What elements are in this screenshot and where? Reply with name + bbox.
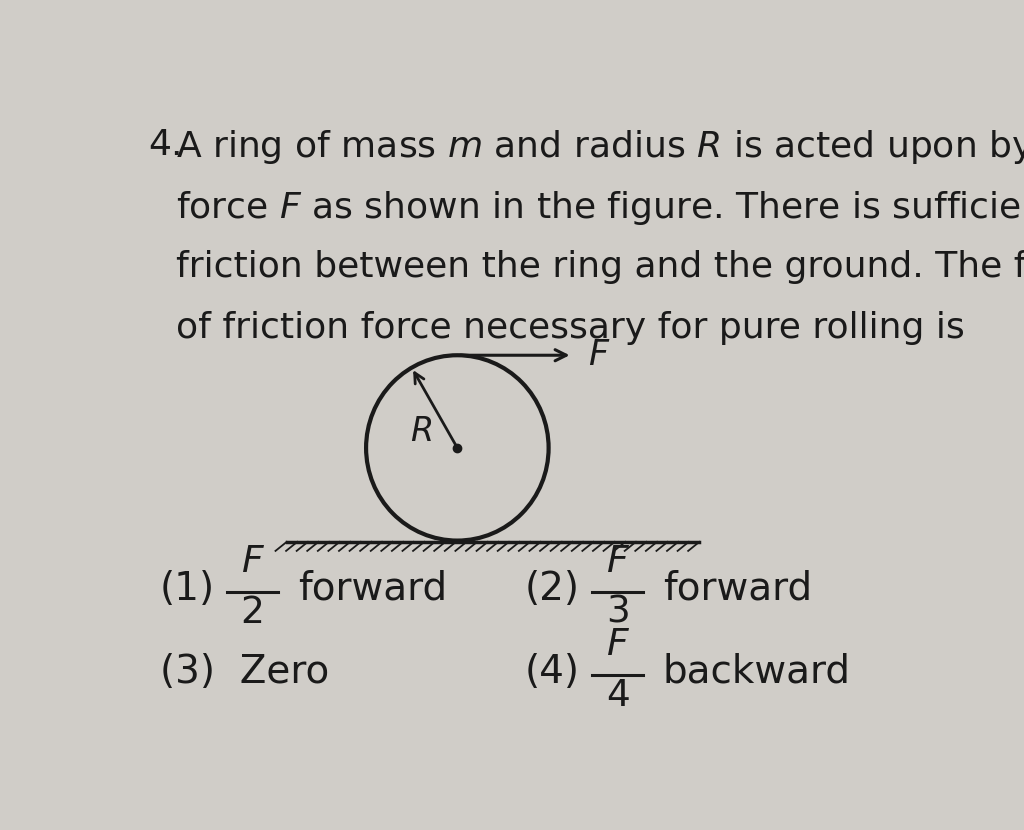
Text: (2): (2) (524, 569, 580, 608)
Text: (3)  Zero: (3) Zero (160, 652, 329, 691)
Text: (1): (1) (160, 569, 215, 608)
Text: F: F (588, 339, 608, 372)
Text: forward: forward (663, 569, 812, 608)
Text: F: F (607, 544, 629, 580)
Text: backward: backward (663, 652, 851, 691)
Text: R: R (410, 416, 433, 448)
Text: 4: 4 (606, 678, 630, 714)
Text: friction between the ring and the ground. The force: friction between the ring and the ground… (176, 250, 1024, 284)
Text: of friction force necessary for pure rolling is: of friction force necessary for pure rol… (176, 310, 965, 344)
Text: (4): (4) (524, 652, 580, 691)
Text: forward: forward (298, 569, 446, 608)
Text: F: F (242, 544, 263, 580)
Text: 2: 2 (241, 595, 264, 631)
Text: 3: 3 (606, 595, 630, 631)
Text: force $F$ as shown in the figure. There is sufficient: force $F$ as shown in the figure. There … (176, 189, 1024, 227)
Text: A ring of mass $m$ and radius $R$ is acted upon by a: A ring of mass $m$ and radius $R$ is act… (176, 129, 1024, 166)
Text: F: F (607, 627, 629, 663)
Text: 4.: 4. (147, 129, 182, 163)
